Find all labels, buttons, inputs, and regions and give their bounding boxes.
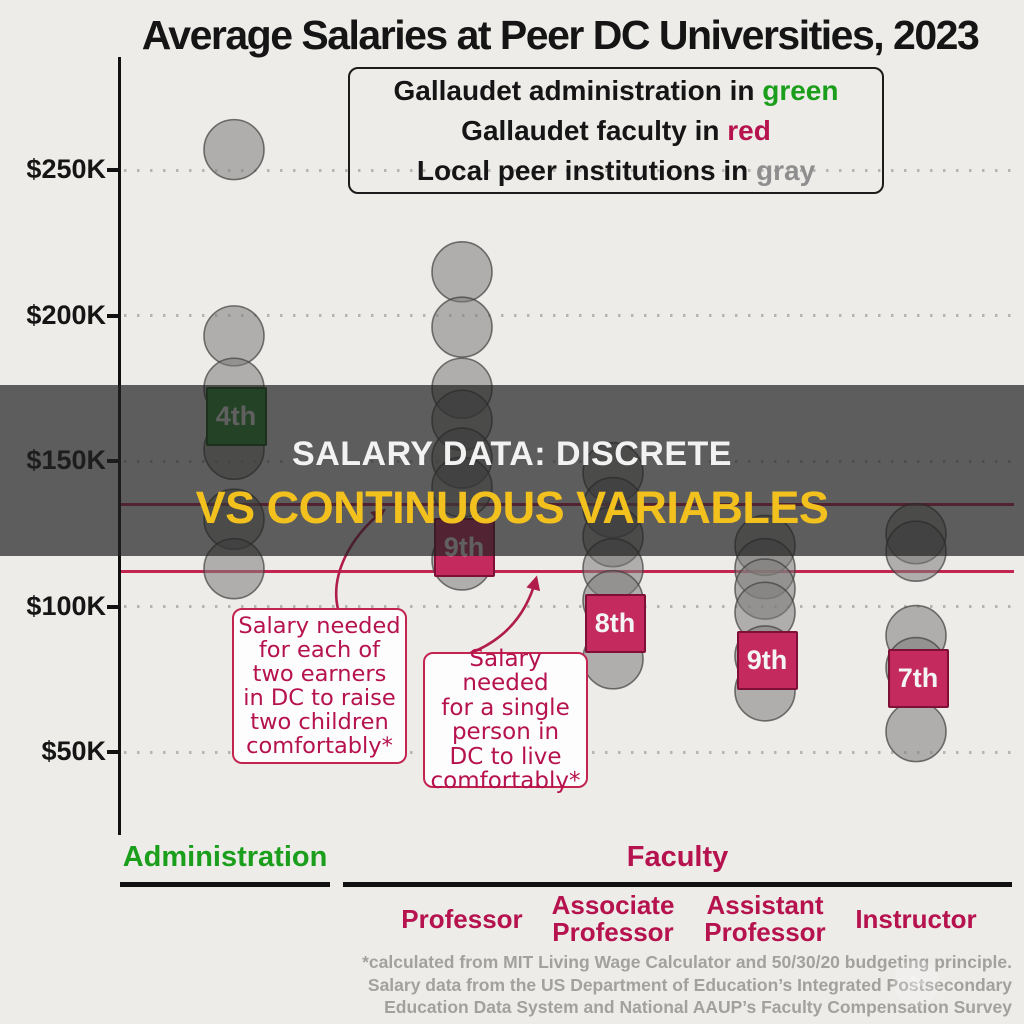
x-group-administration: Administration [122,841,328,873]
rank-label: 9th [746,645,788,676]
gridline-$200K [124,314,1014,317]
play-circle-watermark-icon [893,960,939,1006]
peer-circle [431,296,493,358]
annotation-single-person: Salary needed for a single person in DC … [423,646,588,793]
y-tick-label: $200K [26,299,106,330]
legend-word-gray: gray [756,154,816,186]
administration-underline [120,882,330,887]
y-tick-mark [107,168,119,172]
legend-line-faculty: Gallaudet faculty in red [461,114,771,146]
chart-title: Average Salaries at Peer DC Universities… [141,12,980,58]
legend-word-green: green [762,74,839,106]
reference-line-2 [120,570,1014,573]
banner-title-line-2: VS CONTINUOUS VARIABLES [195,482,829,533]
legend-line-administration: Gallaudet administration in green [393,74,839,106]
legend-line-peers: Local peer institutions in gray [416,154,816,186]
video-overlay-band: SALARY DATA: DISCRETE VS CONTINUOUS VARI… [0,385,1024,556]
x-category-associate-professor: Associate Professor [551,890,675,947]
arrow-single-person-line [467,575,541,656]
y-tick-label: $50K [41,736,106,766]
gallaudet-square-assistant-professor: 9th [736,631,798,691]
annotation-two-earners: Salary needed for each of two earners in… [232,608,407,764]
gridline-$100K [124,605,1014,608]
y-tick-label: $100K [26,590,106,621]
banner-title-line-1: SALARY DATA: DISCRETE [292,435,732,473]
rank-label: 8th [594,607,636,638]
peer-circle [203,118,265,181]
legend-box: Gallaudet administration in green Gallau… [348,67,884,194]
y-tick-mark [107,604,119,609]
legend-word-red: red [727,114,771,146]
faculty-underline [343,882,1012,887]
x-category-professor: Professor [401,903,523,934]
y-tick-mark [107,313,119,318]
x-category-instructor: Instructor [855,903,977,934]
gallaudet-square-instructor: 7th [887,648,949,708]
gallaudet-square-associate-professor: 8th [584,593,646,653]
x-group-faculty: Faculty [626,841,729,873]
rank-label: 7th [897,662,939,693]
y-tick-label: $250K [26,154,106,184]
x-category-assistant-professor: Assistant Professor [704,890,826,947]
gridline-$250K [124,168,1014,172]
footnote: *calculated from MIT Living Wage Calcula… [362,952,1012,1017]
y-tick-mark [107,750,119,754]
